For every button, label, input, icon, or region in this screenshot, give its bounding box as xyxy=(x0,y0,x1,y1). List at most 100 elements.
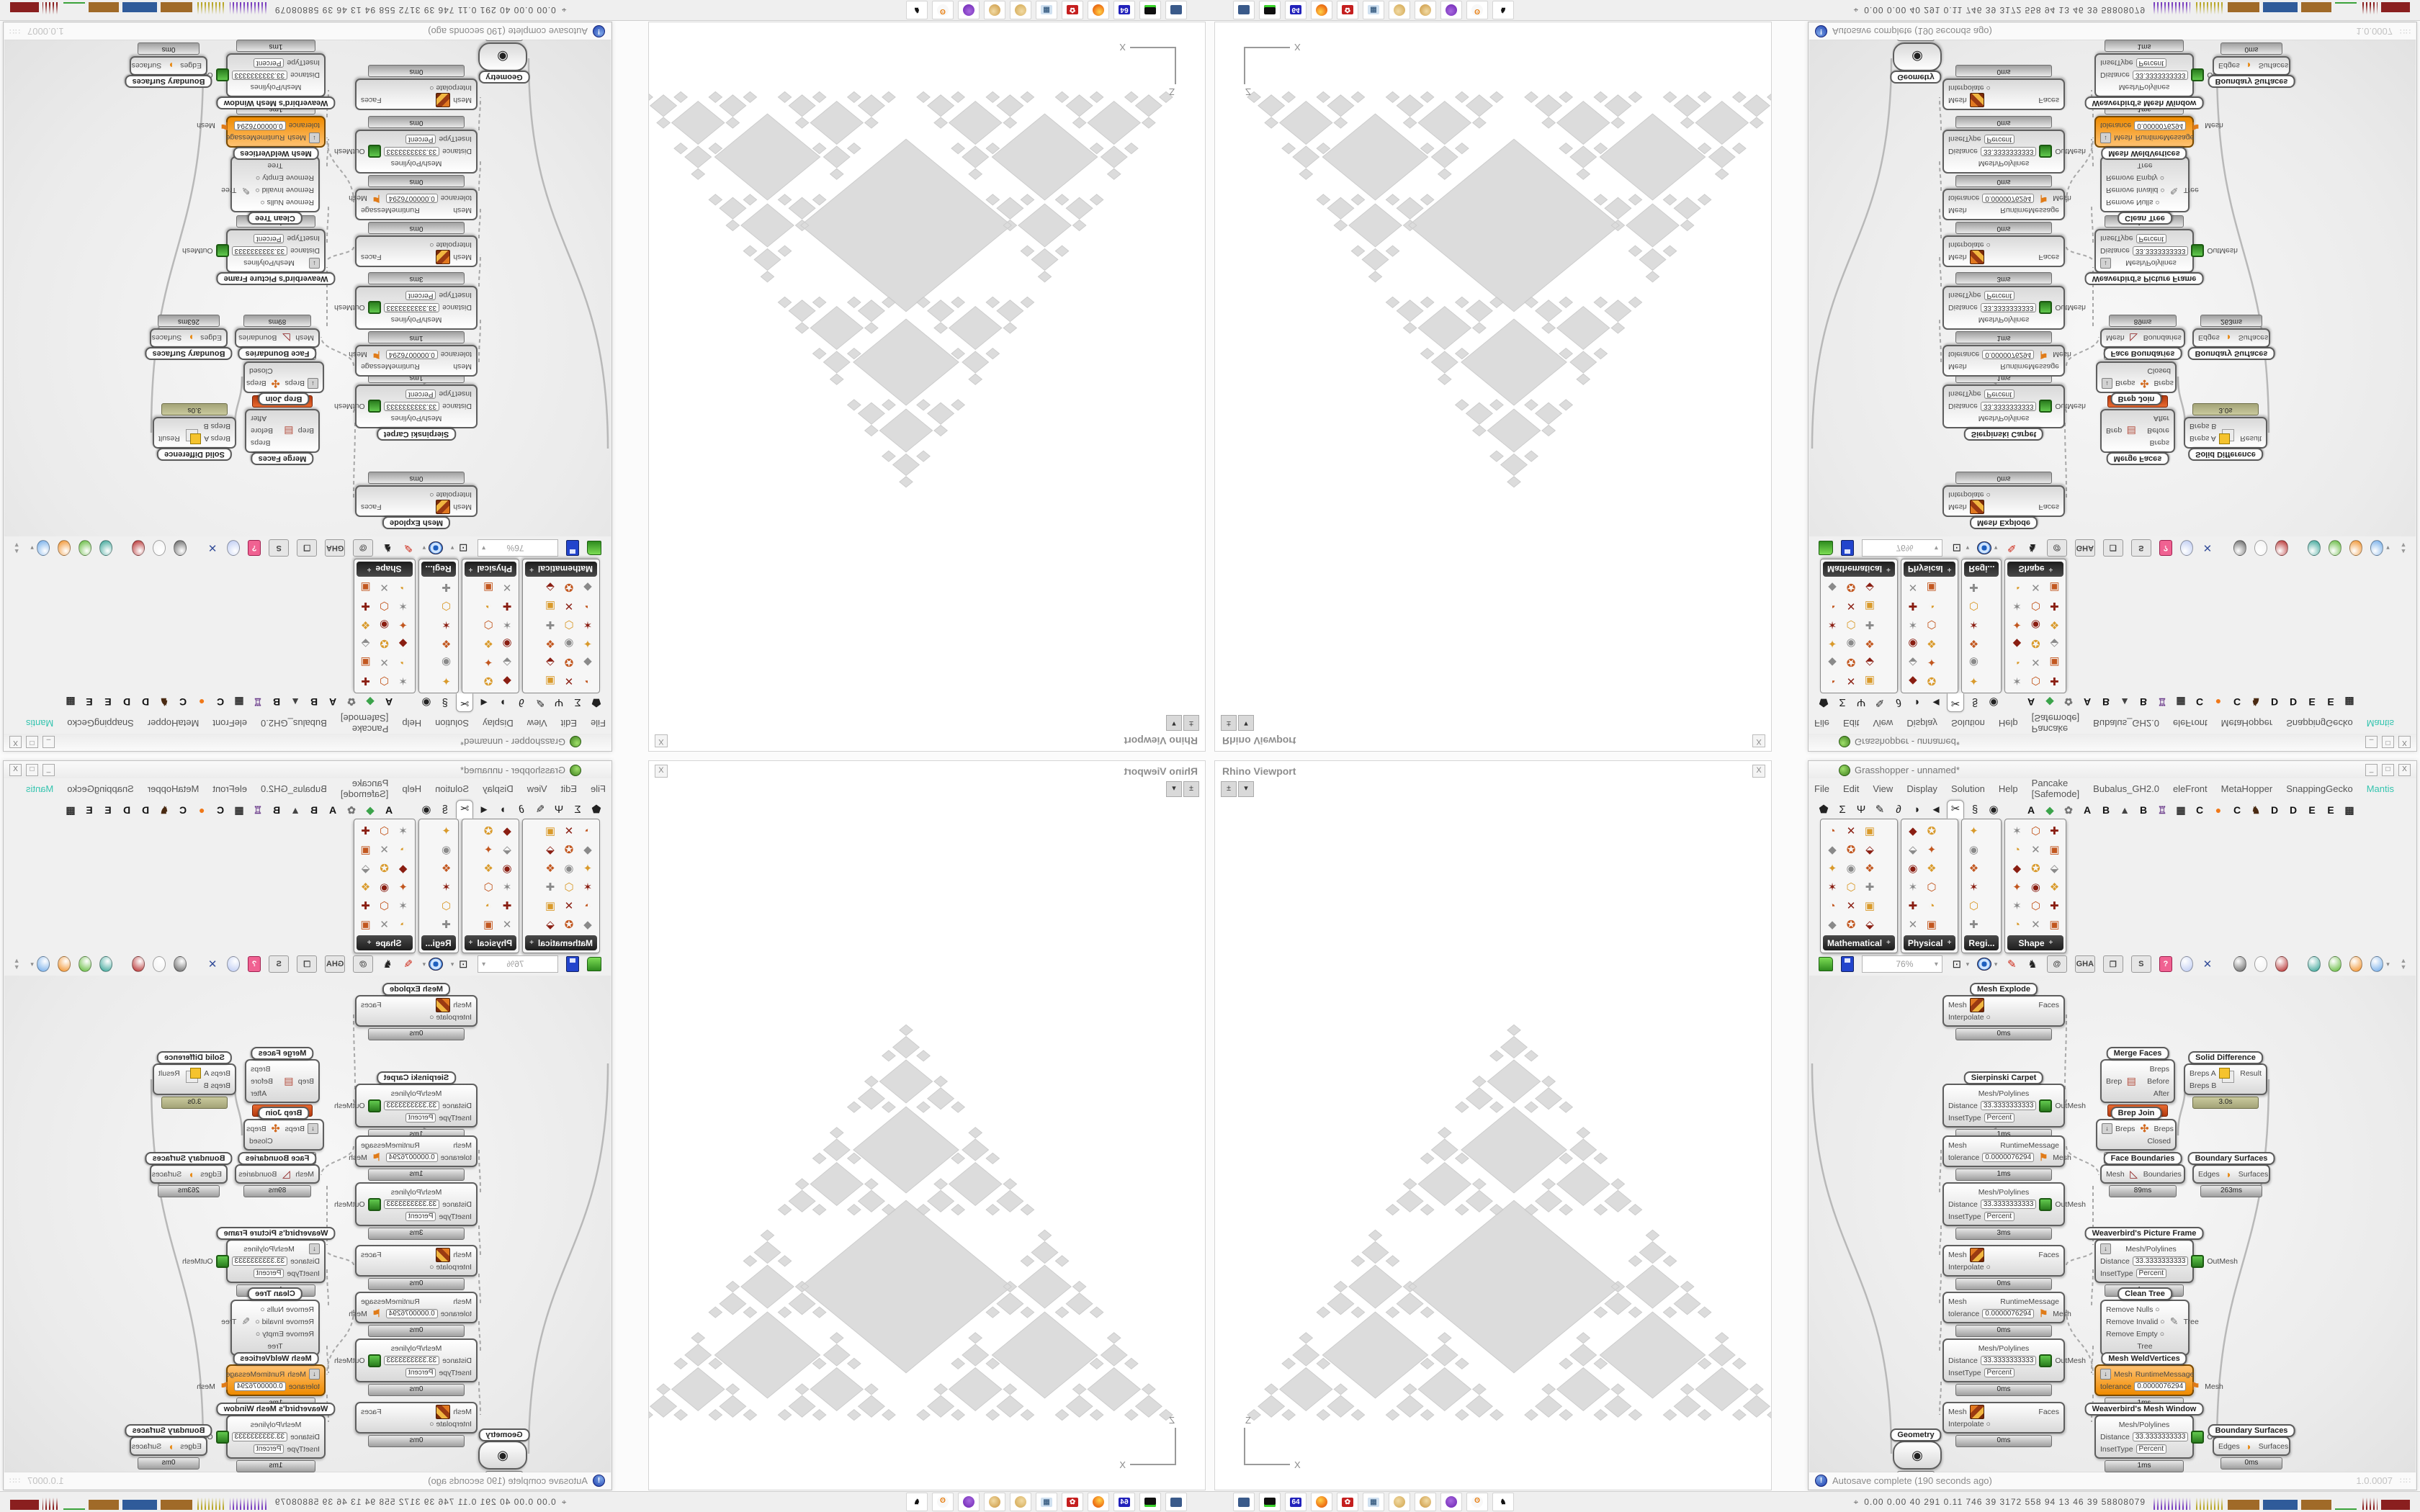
menu-elefront[interactable]: eleFront xyxy=(2172,718,2208,729)
component-icon[interactable]: ✶ xyxy=(2012,900,2022,912)
gh-node-explode-2[interactable]: Mesh Faces Interpolate ○ 0ms xyxy=(355,222,478,267)
component-icon[interactable]: ❖ xyxy=(2049,618,2060,631)
ball-blue-icon[interactable] xyxy=(2370,956,2384,972)
node-body[interactable]: Mesh Faces Interpolate ○ xyxy=(355,1245,478,1277)
panel-group-label[interactable]: Physical + xyxy=(464,935,517,950)
menu-help[interactable]: Help xyxy=(1998,783,2018,794)
component-icon[interactable]: ✕ xyxy=(1846,825,1856,837)
component-icon[interactable]: ⬙ xyxy=(546,656,555,668)
node-body[interactable]: Mesh Faces Interpolate ○ xyxy=(355,995,478,1027)
component-icon[interactable]: ✚ xyxy=(361,900,370,912)
node-body[interactable]: Mesh RuntimeMessage tolerance 0.0000076294 ⚑… xyxy=(1942,1292,2071,1323)
component-tab-1[interactable]: Σ xyxy=(1839,696,1846,708)
component-icon[interactable]: ◔ xyxy=(2013,581,2020,594)
viewport-mode-button[interactable]: ± xyxy=(1221,781,1237,797)
component-tab-17[interactable]: ♖ xyxy=(2157,804,2167,816)
component-icon[interactable]: ✪ xyxy=(483,675,493,687)
canvas-scroll-buttons[interactable]: ▲ ▼ xyxy=(2400,541,2407,555)
screenshot-tool-icon[interactable] xyxy=(1233,1,1255,19)
component-tab-26[interactable]: E xyxy=(2327,804,2334,816)
gha-icon[interactable]: GHA xyxy=(2074,955,2095,973)
component-icon[interactable]: ⬙ xyxy=(1909,656,1917,668)
maximize-button[interactable]: □ xyxy=(2382,736,2394,748)
rhino-head-icon[interactable]: ♞ xyxy=(382,958,393,971)
node-body[interactable]: ↓ Breps ✣ Breps Closed xyxy=(243,361,324,393)
component-tab-26[interactable]: E xyxy=(86,696,93,708)
component-tab-0[interactable]: ⬟ xyxy=(591,804,601,816)
component-icon[interactable]: ▣ xyxy=(544,600,556,612)
menu-bubalus-gh2-0[interactable]: Bubalus_GH2.0 xyxy=(261,783,327,794)
component-tab-2[interactable]: Ψ xyxy=(554,696,564,708)
component-icon[interactable]: ✚ xyxy=(1908,600,1918,612)
component-icon[interactable]: ◆ xyxy=(503,675,511,687)
gh-node-explode-2[interactable]: Mesh Faces Interpolate ○ 0ms xyxy=(1942,222,2065,267)
component-icon[interactable]: ✚ xyxy=(545,881,555,894)
gh-node-window-2[interactable]: Mesh/Polylines Distance 33.3333333333 OutMe… xyxy=(1942,116,2086,174)
component-icon[interactable]: ❖ xyxy=(2049,881,2060,894)
component-tab-23[interactable]: D xyxy=(141,804,150,816)
component-tab-24[interactable]: D xyxy=(122,804,131,816)
geometry-pill[interactable]: ◉ xyxy=(478,42,527,71)
gh-node-mesh-weldvertices[interactable]: Mesh WeldVertices ↓ Mesh RuntimeMessage tole… xyxy=(2094,1352,2223,1410)
gh-node-explode-2[interactable]: Mesh Faces Interpolate ○ 0ms xyxy=(1942,1245,2065,1290)
component-tab-18[interactable]: ▦ xyxy=(2176,696,2186,708)
component-icon[interactable]: ▣ xyxy=(483,919,494,931)
grasshopper-canvas[interactable]: Mesh Explode Mesh Faces Interpolate ○ 0ms Sie… xyxy=(4,976,611,1472)
component-icon[interactable]: ⬡ xyxy=(442,600,452,612)
component-tab-27[interactable]: ▩ xyxy=(2344,804,2354,816)
component-icon[interactable]: ◉ xyxy=(380,618,390,631)
component-tab-24[interactable]: D xyxy=(122,696,131,708)
component-icon[interactable]: ⬡ xyxy=(380,825,390,837)
screenshot-tool-icon[interactable] xyxy=(1233,1493,1255,1511)
menu-pancake-safemode-[interactable]: Pancake [Safemode] xyxy=(340,778,389,799)
component-tab-19[interactable]: C xyxy=(216,696,225,708)
menu-solution[interactable]: Solution xyxy=(435,783,470,794)
component-icon[interactable]: ✶ xyxy=(502,618,512,631)
menu-view[interactable]: View xyxy=(1873,718,1894,729)
component-icon[interactable]: ◔ xyxy=(2013,843,2020,856)
panel-group-label[interactable]: Physical + xyxy=(1903,935,1956,950)
node-body[interactable]: Edges ◗ Surfaces xyxy=(2213,1436,2290,1456)
component-tab-6[interactable]: ◄ xyxy=(478,696,490,708)
node-body[interactable]: Mesh Faces Interpolate ○ xyxy=(355,1402,478,1434)
jar-white-icon[interactable] xyxy=(2254,540,2267,556)
component-icon[interactable]: ▣ xyxy=(360,844,371,856)
ball-green-icon[interactable] xyxy=(79,540,92,556)
preview-eye-icon-dropdown[interactable]: ▾ xyxy=(422,960,426,968)
component-icon[interactable]: ✶ xyxy=(398,675,408,687)
minimize-button[interactable]: _ xyxy=(2365,764,2378,776)
gh-node-explode-3[interactable]: Mesh Faces Interpolate ○ 0ms xyxy=(355,1402,478,1447)
node-body[interactable]: Edges ◗ Surfaces xyxy=(2213,56,2290,76)
menu-pancake-safemode-[interactable]: Pancake [Safemode] xyxy=(340,713,389,734)
node-body[interactable]: Mesh RuntimeMessage tolerance 0.0000076294 ⚑… xyxy=(349,1135,478,1167)
menu-snappinggecko[interactable]: SnappingGecko xyxy=(67,783,134,794)
close-button[interactable]: X xyxy=(9,764,22,776)
component-tab-10[interactable]: A xyxy=(2027,804,2035,816)
component-icon[interactable]: ◔ xyxy=(584,899,591,912)
component-icon[interactable]: ✦ xyxy=(2012,881,2022,894)
geometry-pill[interactable]: ◉ xyxy=(478,1441,527,1470)
component-tab-25[interactable]: E xyxy=(104,804,112,816)
ball-orange-icon[interactable] xyxy=(57,540,71,556)
menu-display[interactable]: Display xyxy=(483,718,514,729)
component-tab-19[interactable]: C xyxy=(216,804,225,816)
preview-eye-icon-dropdown[interactable]: ▾ xyxy=(1994,960,1998,968)
gh-node-weld-2[interactable]: Mesh RuntimeMessage tolerance 0.0000076294 ⚑… xyxy=(1942,1292,2071,1337)
gh-node-solid-difference[interactable]: Solid Difference Breps A Result Breps B 3.0s xyxy=(2184,403,2267,461)
component-icon[interactable]: ✕ xyxy=(1908,919,1918,931)
resize-grip[interactable]: ∷∷ xyxy=(2400,27,2411,35)
component-icon[interactable]: ✚ xyxy=(2050,825,2059,837)
component-icon[interactable]: ✶ xyxy=(2012,675,2022,687)
menu-help[interactable]: Help xyxy=(1998,718,2018,729)
ball-orange-icon[interactable] xyxy=(57,956,71,972)
resize-grip[interactable]: ∷∷ xyxy=(2400,1477,2411,1485)
owl-app-icon[interactable] xyxy=(1440,1,1462,19)
component-icon[interactable]: ✪ xyxy=(1846,581,1856,593)
menu-snappinggecko[interactable]: SnappingGecko xyxy=(2286,783,2353,794)
gh-node-window-2[interactable]: Mesh/Polylines Distance 33.3333333333 OutMe… xyxy=(1942,1338,2086,1396)
menu-bubalus-gh2-0[interactable]: Bubalus_GH2.0 xyxy=(261,718,327,729)
component-icon[interactable]: ❖ xyxy=(441,637,452,649)
preview-eye-icon-dropdown[interactable]: ▾ xyxy=(1994,544,1998,552)
gh-node-window-1[interactable]: Mesh/Polylines Distance 33.3333333333 OutMe… xyxy=(1942,272,2086,330)
